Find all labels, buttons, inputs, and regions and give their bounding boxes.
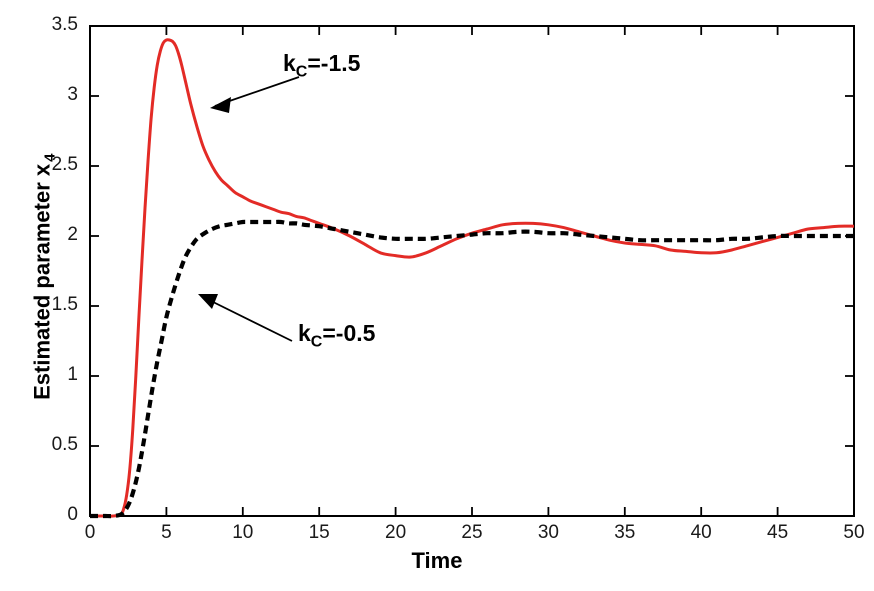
y-tick-label: 0.5 bbox=[51, 434, 78, 455]
x-tick-label: 0 bbox=[84, 522, 96, 543]
x-tick-label: 5 bbox=[161, 522, 172, 543]
x-tick-label: 15 bbox=[308, 522, 330, 543]
annotation-label-kc-0p5: kC=-0.5 bbox=[298, 320, 375, 352]
x-tick-label: 10 bbox=[232, 522, 254, 543]
y-tick-label: 1.5 bbox=[51, 294, 78, 315]
x-tick-label: 30 bbox=[537, 522, 559, 543]
annot-1-sub: C bbox=[295, 63, 308, 81]
annot-1-base: k bbox=[283, 50, 296, 76]
annotation-label-kc-1p5: kC=-1.5 bbox=[283, 50, 360, 82]
series-line-1 bbox=[89, 219, 854, 519]
x-axis-ticks bbox=[89, 26, 855, 516]
annot-2-rest: =-0.5 bbox=[322, 320, 376, 346]
y-tick-label: 0 bbox=[67, 504, 78, 525]
annot-1-rest: =-1.5 bbox=[307, 50, 361, 76]
annot-2-base: k bbox=[298, 320, 311, 346]
y-tick-label: 1 bbox=[67, 364, 78, 385]
x-tick-label: 40 bbox=[690, 522, 712, 543]
y-axis-label-wrap: Estimated parameter x4 bbox=[29, 77, 58, 477]
data-series-group bbox=[89, 38, 855, 519]
x-tick-label: 25 bbox=[461, 522, 483, 543]
series-line-0 bbox=[89, 38, 855, 518]
plot-frame bbox=[89, 25, 855, 517]
x-tick-label: 35 bbox=[614, 522, 636, 543]
annotation-arrow-kc-1p5 bbox=[210, 76, 300, 113]
y-tick-label: 2 bbox=[67, 224, 78, 245]
x-axis-label: Time bbox=[411, 548, 463, 573]
x-tick-label: 45 bbox=[767, 522, 789, 543]
y-axis-label: Estimated parameter x4 bbox=[29, 154, 58, 400]
x-tick-label: 50 bbox=[843, 522, 865, 543]
y-tick-label: 2.5 bbox=[51, 154, 78, 175]
x-tick-label: 20 bbox=[385, 522, 407, 543]
annot-2-sub: C bbox=[310, 333, 323, 351]
annotation-arrow-kc-0p5 bbox=[198, 294, 293, 342]
y-tick-label: 3 bbox=[67, 84, 78, 105]
y-tick-label: 3.5 bbox=[51, 14, 78, 35]
